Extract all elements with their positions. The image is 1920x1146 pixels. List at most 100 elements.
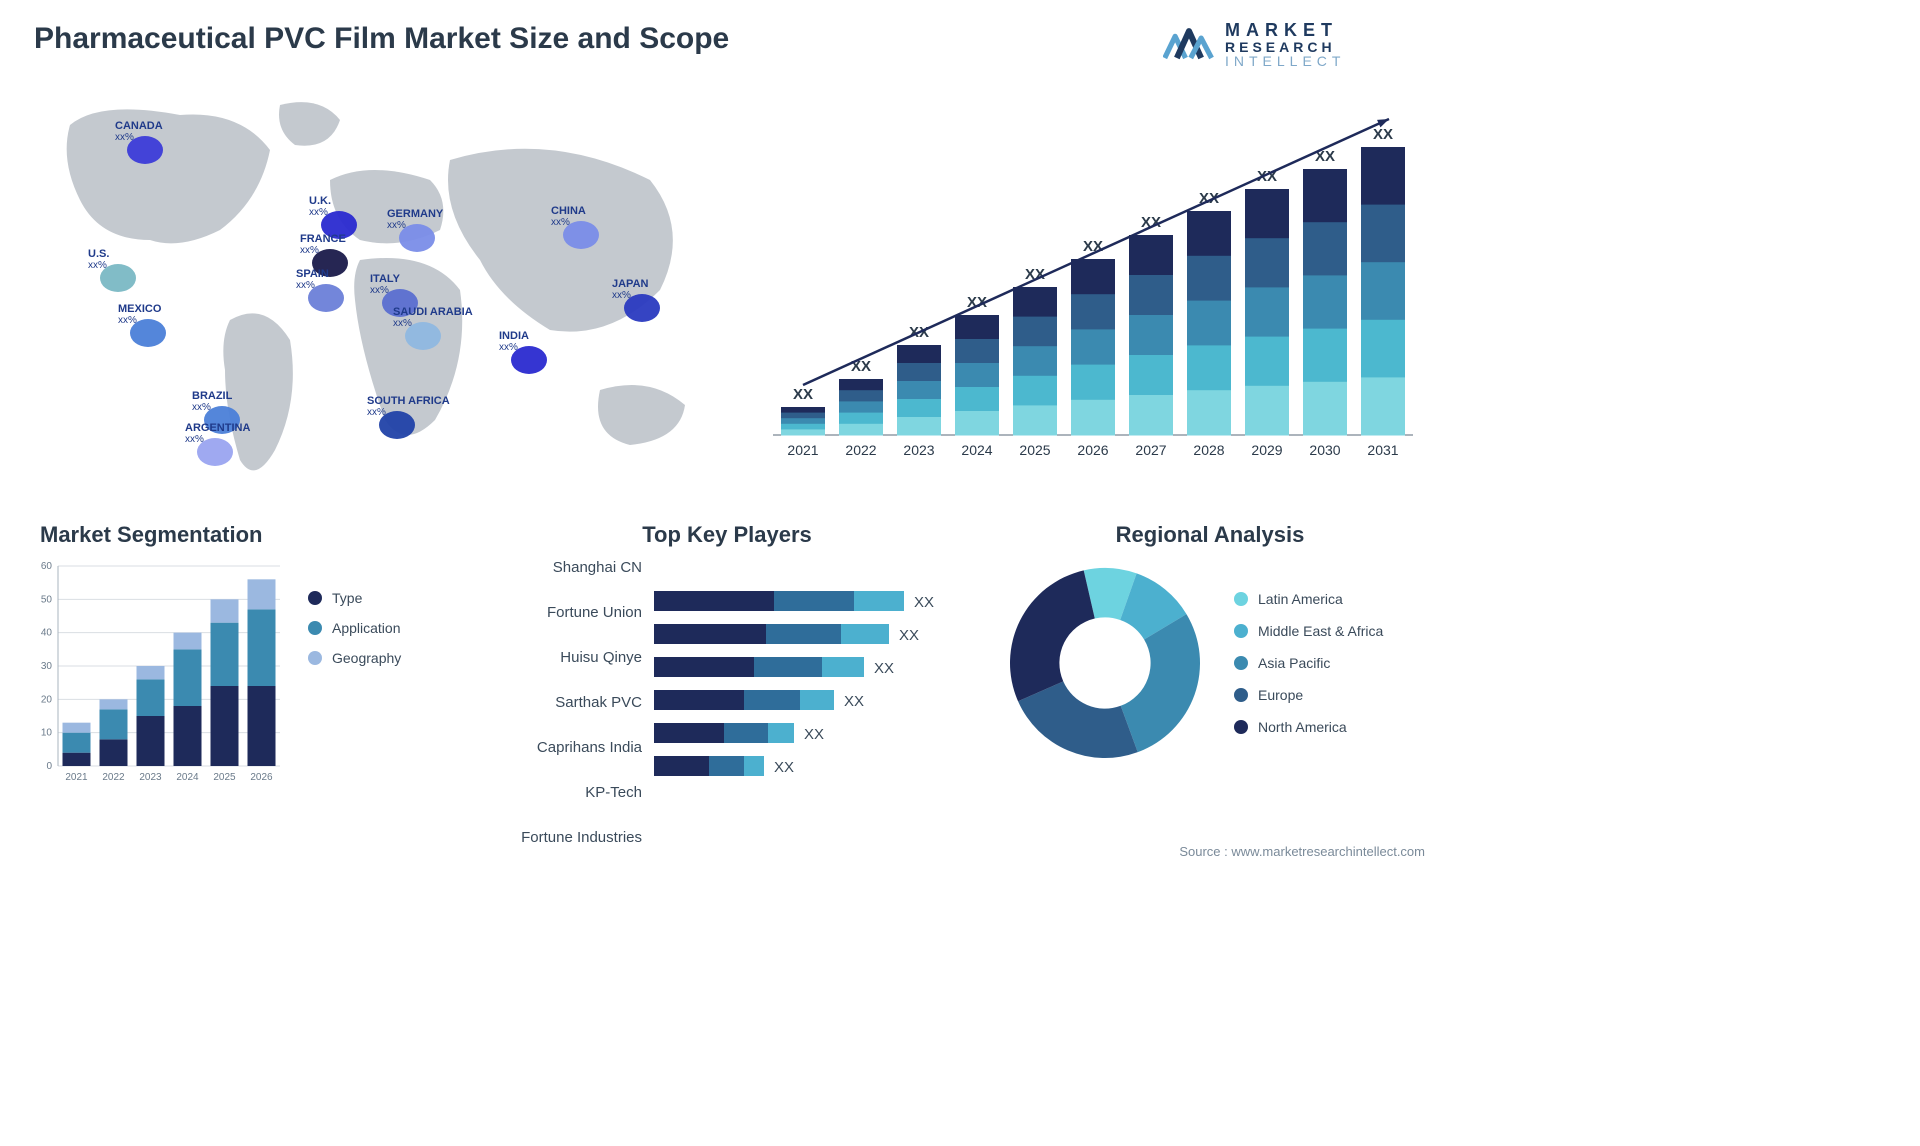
svg-text:2029: 2029	[1251, 442, 1282, 458]
legend-item: Geography	[308, 650, 401, 666]
map-country-label: SPAINxx%	[296, 268, 329, 291]
svg-text:2025: 2025	[1019, 442, 1050, 458]
player-name: Huisu Qinye	[472, 648, 642, 681]
svg-text:2024: 2024	[961, 442, 992, 458]
legend-item: Middle East & Africa	[1234, 623, 1383, 639]
world-map-panel: CANADAxx% U.S.xx% MEXICOxx% BRAZILxx% ARGENT…	[30, 90, 710, 490]
map-country-label: SOUTH AFRICAxx%	[367, 395, 450, 418]
svg-text:10: 10	[41, 728, 53, 739]
svg-text:30: 30	[41, 661, 53, 672]
legend-swatch-icon	[308, 591, 322, 605]
svg-text:20: 20	[41, 694, 53, 705]
player-name: Caprihans India	[472, 738, 642, 771]
svg-text:2023: 2023	[139, 772, 162, 783]
segmentation-title: Market Segmentation	[40, 522, 440, 548]
svg-text:2031: 2031	[1367, 442, 1398, 458]
map-country-label: SAUDI ARABIAxx%	[393, 306, 473, 329]
svg-text:2022: 2022	[102, 772, 125, 783]
legend-swatch-icon	[308, 651, 322, 665]
svg-text:40: 40	[41, 628, 53, 639]
legend-label: Application	[332, 620, 401, 636]
svg-text:XX: XX	[804, 726, 824, 743]
svg-text:2021: 2021	[65, 772, 88, 783]
svg-text:2024: 2024	[176, 772, 199, 783]
legend-item: Latin America	[1234, 591, 1383, 607]
legend-label: Geography	[332, 650, 401, 666]
player-name: KP-Tech	[472, 783, 642, 816]
svg-text:50: 50	[41, 594, 53, 605]
legend-label: Type	[332, 590, 362, 606]
svg-text:2025: 2025	[213, 772, 236, 783]
svg-text:2023: 2023	[903, 442, 934, 458]
map-country-label: JAPANxx%	[612, 278, 648, 301]
svg-text:2028: 2028	[1193, 442, 1224, 458]
regional-panel: Regional Analysis Latin America Middle Ea…	[1000, 522, 1420, 822]
logo-text-line3: INTELLECT	[1225, 54, 1345, 69]
map-country-label: CHINAxx%	[551, 205, 586, 228]
legend-label: Europe	[1258, 687, 1303, 703]
regional-donut-svg	[1000, 558, 1210, 768]
key-players-title: Top Key Players	[472, 522, 982, 548]
map-country-label: MEXICOxx%	[118, 303, 161, 326]
svg-text:0: 0	[46, 761, 52, 772]
map-country-label: CANADAxx%	[115, 120, 163, 143]
legend-item: Type	[308, 590, 401, 606]
svg-text:XX: XX	[793, 386, 813, 403]
map-country-label: ITALYxx%	[370, 273, 400, 296]
svg-text:2030: 2030	[1309, 442, 1340, 458]
map-country-label: BRAZILxx%	[192, 390, 232, 413]
map-country-label: U.K.xx%	[309, 195, 331, 218]
svg-text:XX: XX	[899, 627, 919, 644]
regional-title: Regional Analysis	[1000, 522, 1420, 548]
map-country-label: ARGENTINAxx%	[185, 422, 250, 445]
segmentation-legend: Type Application Geography	[308, 590, 401, 800]
svg-text:2022: 2022	[845, 442, 876, 458]
source-label: Source : www.marketresearchintellect.com	[1179, 844, 1425, 859]
page-title: Pharmaceutical PVC Film Market Size and …	[34, 22, 729, 56]
legend-swatch-icon	[308, 621, 322, 635]
legend-swatch-icon	[1234, 624, 1248, 638]
brand-logo: MARKET RESEARCH INTELLECT	[1163, 10, 1423, 80]
svg-text:XX: XX	[844, 693, 864, 710]
legend-label: Latin America	[1258, 591, 1343, 607]
legend-item: Europe	[1234, 687, 1383, 703]
svg-text:XX: XX	[874, 660, 894, 677]
legend-label: Asia Pacific	[1258, 655, 1330, 671]
segmentation-panel: Market Segmentation 0 10 20 30 40 50 60 2021 202…	[30, 522, 440, 822]
map-country-label: FRANCExx%	[300, 233, 346, 256]
growth-chart-panel: XX2021XX2022XX2023XX2024XX2025XX2026XX20…	[773, 105, 1413, 470]
svg-text:2027: 2027	[1135, 442, 1166, 458]
legend-swatch-icon	[1234, 720, 1248, 734]
legend-item: Asia Pacific	[1234, 655, 1383, 671]
legend-swatch-icon	[1234, 656, 1248, 670]
player-name: Shanghai CN	[472, 558, 642, 591]
legend-swatch-icon	[1234, 592, 1248, 606]
regional-legend: Latin America Middle East & Africa Asia Pa…	[1234, 591, 1383, 735]
logo-text-line1: MARKET	[1225, 21, 1345, 40]
svg-text:XX: XX	[914, 594, 934, 611]
legend-swatch-icon	[1234, 688, 1248, 702]
legend-label: North America	[1258, 719, 1347, 735]
svg-text:2026: 2026	[1077, 442, 1108, 458]
svg-text:2021: 2021	[787, 442, 818, 458]
map-country-label: U.S.xx%	[88, 248, 109, 271]
player-name: Fortune Industries	[472, 828, 642, 861]
key-players-names: Shanghai CN Fortune Union Huisu Qinye Sarth…	[472, 556, 642, 861]
growth-chart-svg: XX2021XX2022XX2023XX2024XX2025XX2026XX20…	[773, 105, 1413, 470]
key-players-bars-svg: XX XX XX XX XX XX	[654, 556, 974, 796]
map-country-label: INDIAxx%	[499, 330, 529, 353]
segmentation-chart-svg: 0 10 20 30 40 50 60 2021 2022 2023 2024 2025 2026	[30, 560, 290, 800]
map-country-label: GERMANYxx%	[387, 208, 443, 231]
svg-text:60: 60	[41, 561, 53, 572]
player-name: Sarthak PVC	[472, 693, 642, 726]
svg-text:XX: XX	[1373, 126, 1393, 143]
svg-text:XX: XX	[774, 759, 794, 776]
key-players-panel: Top Key Players Shanghai CN Fortune Union…	[472, 522, 982, 822]
svg-text:2026: 2026	[250, 772, 273, 783]
logo-text-line2: RESEARCH	[1225, 40, 1345, 55]
legend-label: Middle East & Africa	[1258, 623, 1383, 639]
player-name: Fortune Union	[472, 603, 642, 636]
legend-item: North America	[1234, 719, 1383, 735]
legend-item: Application	[308, 620, 401, 636]
logo-mark-icon	[1163, 19, 1215, 71]
